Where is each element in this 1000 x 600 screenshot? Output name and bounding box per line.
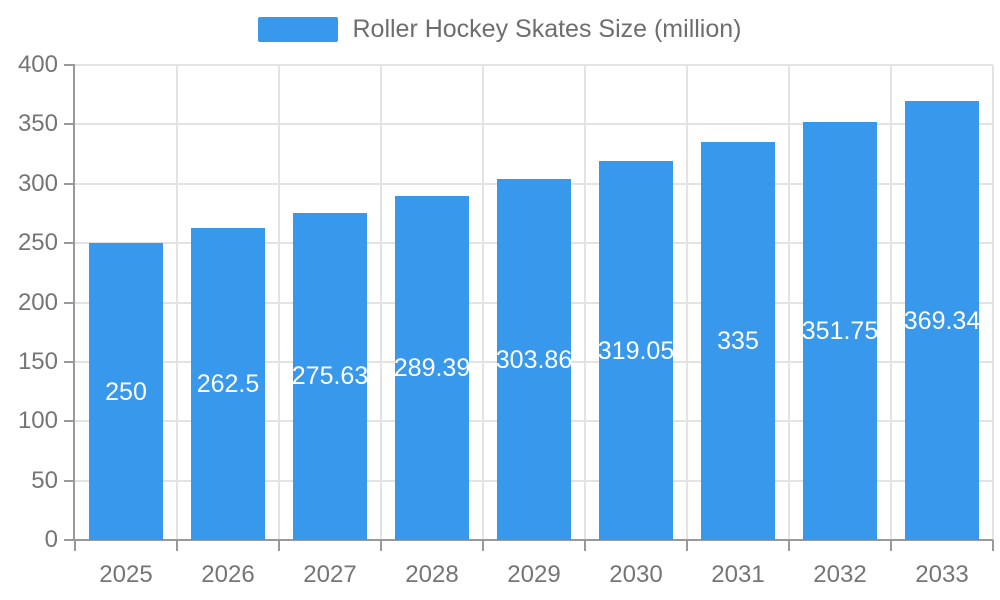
x-axis-tick [584, 540, 586, 551]
x-axis-tick-label: 2029 [507, 561, 561, 588]
gridline-vertical [482, 65, 484, 540]
x-axis-tick-label: 2028 [405, 561, 459, 588]
bar-value-label: 369.34 [903, 306, 981, 335]
y-axis-tick [64, 64, 75, 66]
legend-item[interactable]: Roller Hockey Skates Size (million) [258, 15, 742, 43]
bar-2029 [497, 179, 571, 540]
x-axis-tick [380, 540, 382, 551]
bar-2027 [293, 212, 367, 540]
y-axis-tick-label: 350 [17, 110, 58, 138]
x-axis-tick-label: 2032 [813, 561, 867, 588]
y-axis-tick [64, 123, 75, 126]
x-axis-tick [278, 540, 280, 551]
gridline-vertical [890, 65, 892, 540]
y-axis-tick-label: 250 [17, 229, 58, 257]
x-axis-tick-label: 2026 [201, 561, 255, 588]
y-axis-tick [64, 539, 75, 541]
bar-2028 [395, 196, 469, 540]
y-axis-tick [64, 301, 75, 304]
bar-2033 [905, 101, 979, 540]
bar-value-label: 351.75 [801, 317, 879, 346]
x-axis-line [73, 539, 993, 541]
bar-2031 [701, 142, 775, 540]
bar-value-label: 250 [105, 377, 147, 406]
x-axis-tick-label: 2025 [99, 561, 153, 588]
x-axis-tick [176, 540, 178, 551]
bar-value-label: 335 [717, 327, 759, 356]
x-axis-tick [686, 540, 688, 551]
y-axis-tick [64, 242, 75, 245]
y-axis-tick-label: 0 [44, 526, 58, 553]
bar-2032 [803, 122, 877, 540]
x-axis-tick [992, 540, 994, 551]
gridline-horizontal [75, 123, 993, 126]
gridline-vertical [788, 65, 790, 540]
y-axis-tick [64, 182, 75, 185]
gridline-vertical [686, 65, 688, 540]
legend: Roller Hockey Skates Size (million) [0, 15, 1000, 43]
bar-value-label: 303.86 [495, 345, 573, 374]
y-axis-tick-label: 100 [17, 407, 58, 435]
x-axis-tick [482, 540, 484, 551]
y-axis-tick [64, 420, 75, 423]
bar-value-label: 262.5 [196, 370, 260, 399]
x-axis-tick [74, 540, 76, 551]
y-axis-tick-label: 150 [17, 347, 58, 375]
y-axis-tick-label: 50 [31, 466, 58, 494]
legend-label: Roller Hockey Skates Size (million) [352, 15, 742, 43]
x-axis-tick-label: 2030 [609, 561, 663, 588]
y-axis-tick [64, 360, 75, 363]
x-axis-tick-label: 2031 [711, 561, 765, 588]
bar-2025 [89, 243, 163, 540]
bar-value-label: 289.39 [393, 354, 471, 383]
y-axis-tick-label: 200 [17, 288, 58, 316]
x-axis-tick [788, 540, 790, 551]
gridline-vertical [992, 65, 994, 540]
gridline-horizontal [75, 64, 993, 66]
bar-value-label: 275.63 [291, 362, 369, 391]
gridline-vertical [584, 65, 586, 540]
x-axis-tick [890, 540, 892, 551]
y-axis-tick-label: 300 [17, 169, 58, 197]
bar-2026 [191, 228, 265, 540]
gridline-vertical [278, 65, 280, 540]
y-axis-tick-label: 400 [17, 51, 58, 78]
legend-swatch-icon [258, 16, 339, 42]
bar-2030 [599, 161, 673, 540]
gridline-vertical [380, 65, 382, 540]
bar-value-label: 319.05 [597, 336, 675, 365]
y-axis-tick [64, 479, 75, 482]
x-axis-tick-label: 2027 [303, 561, 357, 588]
x-axis-tick-label: 2033 [915, 561, 969, 588]
gridline-vertical [176, 65, 178, 540]
